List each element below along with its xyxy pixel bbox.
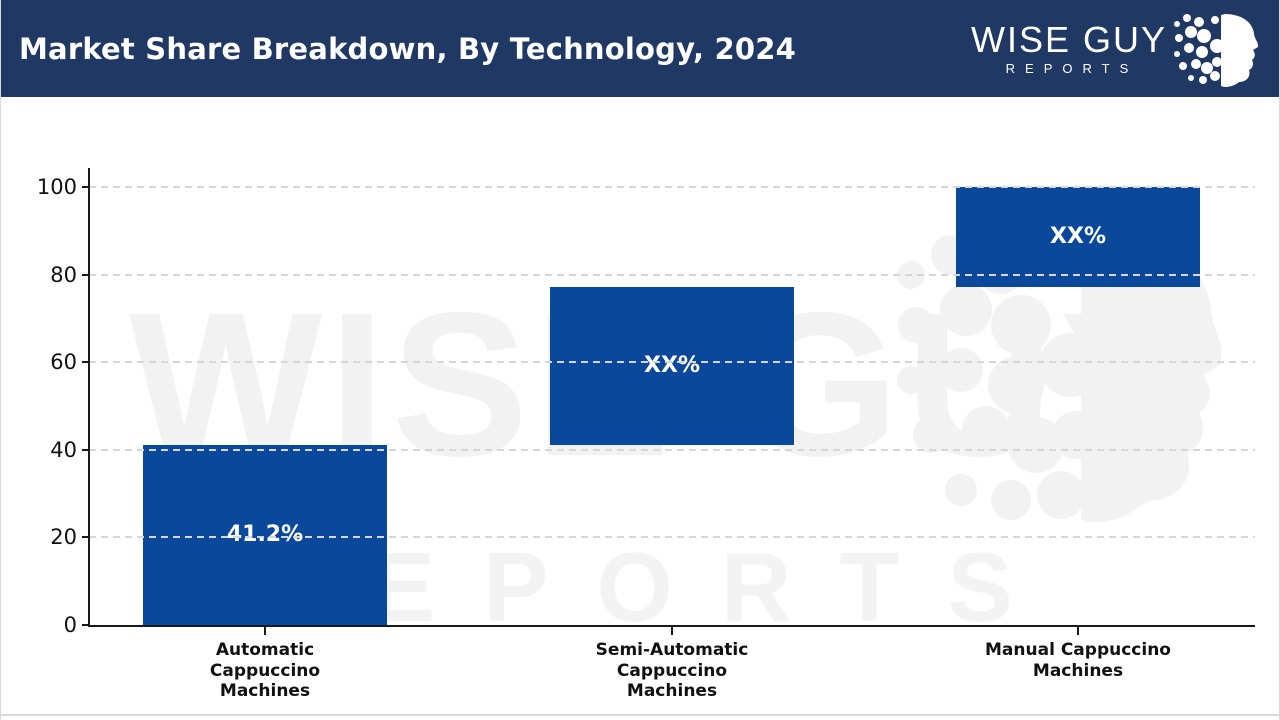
gridline [89, 536, 1255, 539]
y-tick [82, 448, 89, 451]
logo-face-icon [1174, 13, 1259, 87]
x-category-label-line: Manual Cappuccino [985, 640, 1171, 660]
bar-segment: XX% [550, 286, 794, 445]
x-tick [264, 627, 266, 635]
gridline [89, 361, 1255, 364]
y-tick-label: 80 [50, 262, 77, 287]
y-tick-label: 40 [50, 437, 77, 462]
bar-segment: XX% [956, 187, 1200, 287]
x-category-label: Semi-Automatic Cappuccino Machines [596, 640, 749, 702]
x-category-label-line: Automatic [215, 640, 315, 660]
x-category-label-line: Machines [219, 681, 311, 702]
y-tick [82, 536, 89, 539]
y-tick [82, 186, 89, 188]
x-category-label: Manual Cappuccino Machines [985, 640, 1171, 681]
bar-value-label: XX% [644, 353, 700, 379]
bar-value-label: XX% [1050, 224, 1106, 250]
page-title: Market Share Breakdown, By Technology, 2… [19, 31, 797, 66]
logo-text: WISE GUY REPORTS [970, 19, 1167, 76]
x-category-label-line: Cappuccino [616, 660, 728, 681]
y-tick [82, 273, 89, 276]
gridline [89, 186, 1255, 188]
x-category-label-line: Semi-Automatic [595, 640, 749, 660]
y-tick-label: 0 [63, 613, 77, 637]
logo-wiseguy-label: WISE GUY [970, 19, 1167, 60]
x-axis-line [88, 625, 1255, 627]
y-tick-label: 20 [50, 525, 77, 550]
bar-segment: 41.2% [143, 444, 387, 625]
x-tick [1077, 627, 1079, 635]
gridline [89, 448, 1255, 451]
x-tick [671, 627, 673, 635]
x-category-label: Automatic Cappuccino Machines [210, 640, 320, 702]
bar-value-label: 41.2% [226, 522, 304, 548]
x-category-label-line: Machines [1032, 660, 1124, 681]
gridline [89, 273, 1255, 276]
y-axis-line [88, 168, 90, 627]
y-tick-label: 100 [36, 175, 77, 199]
x-category-label-line: Machines [626, 681, 718, 702]
y-tick [82, 361, 89, 364]
x-category-label-line: Cappuccino [209, 660, 321, 681]
wiseguy-logo: WISE GUY REPORTS [971, 10, 1261, 88]
header-bar: Market Share Breakdown, By Technology, 2… [1, 0, 1279, 97]
footer-divider [1, 714, 1279, 716]
y-tick-label: 60 [50, 350, 77, 375]
y-tick [82, 624, 89, 626]
logo-reports-label: REPORTS [1005, 61, 1139, 76]
